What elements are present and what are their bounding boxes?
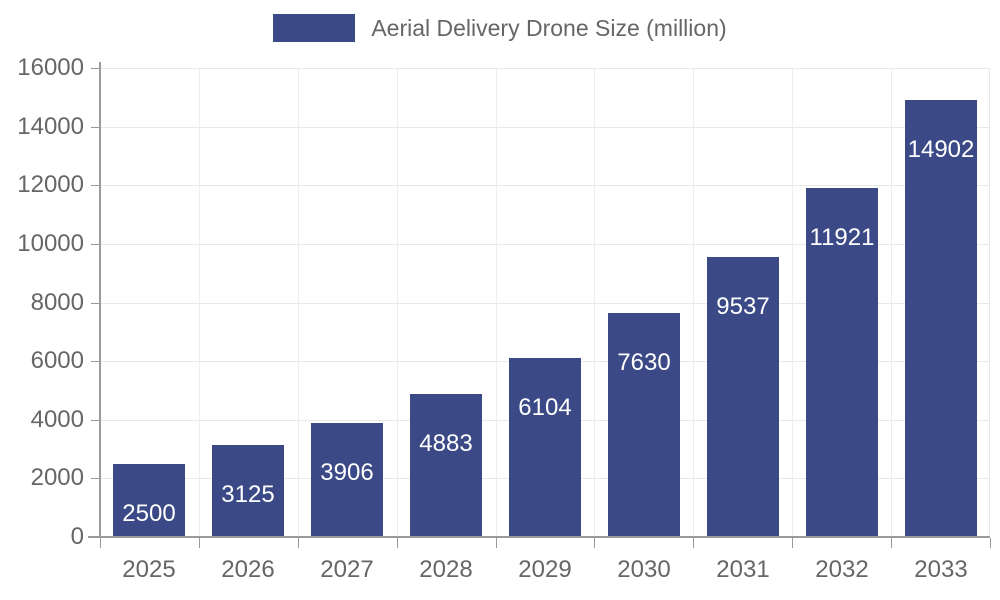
chart-legend: Aerial Delivery Drone Size (million) xyxy=(0,0,1000,56)
y-tick-label: 12000 xyxy=(17,171,84,198)
bar[interactable] xyxy=(212,445,284,537)
plot-area: 2500 3125 3906 4883 6104 7630 9537 11921 14902 xyxy=(100,68,990,538)
gridline-vertical xyxy=(199,68,200,537)
gridline-vertical xyxy=(891,68,892,537)
x-tick-mark xyxy=(496,538,497,548)
y-tick-label: 10000 xyxy=(17,230,84,257)
x-tick-label: 2029 xyxy=(518,556,572,583)
y-tick-mark xyxy=(91,244,100,245)
x-axis-line xyxy=(88,536,990,538)
gridline xyxy=(100,185,990,186)
y-tick-label: 16000 xyxy=(17,54,84,81)
bar[interactable] xyxy=(410,394,482,537)
gridline xyxy=(100,127,990,128)
x-tick-label: 2031 xyxy=(716,556,770,583)
y-tick-label: 6000 xyxy=(30,347,84,374)
gridline xyxy=(100,244,990,245)
x-tick-mark xyxy=(891,538,892,548)
x-tick-mark xyxy=(792,538,793,548)
y-tick-mark xyxy=(91,537,100,538)
gridline-vertical xyxy=(792,68,793,537)
y-tick-mark xyxy=(91,68,100,69)
bar[interactable] xyxy=(707,257,779,537)
y-tick-mark xyxy=(91,361,100,362)
y-tick-label: 0 xyxy=(70,523,84,550)
x-tick-mark xyxy=(199,538,200,548)
bar[interactable] xyxy=(311,423,383,537)
gridline-vertical xyxy=(397,68,398,537)
gridline-vertical xyxy=(594,68,595,537)
x-tick-label: 2033 xyxy=(914,556,968,583)
x-tick-mark xyxy=(298,538,299,548)
x-tick-mark xyxy=(397,538,398,548)
bar[interactable] xyxy=(608,313,680,537)
y-tick-label: 8000 xyxy=(30,289,84,316)
y-tick-label: 14000 xyxy=(17,113,84,140)
gridline-vertical xyxy=(298,68,299,537)
bar-value-label: 4883 xyxy=(419,430,473,457)
x-tick-label: 2027 xyxy=(320,556,374,583)
bar-value-label: 6104 xyxy=(518,394,572,421)
y-tick-mark xyxy=(91,303,100,304)
y-tick-label: 4000 xyxy=(30,406,84,433)
x-tick-mark xyxy=(594,538,595,548)
bar-value-label: 3906 xyxy=(320,459,374,486)
bar-value-label: 3125 xyxy=(221,481,275,508)
bar-value-label: 2500 xyxy=(122,500,176,527)
bar-value-label: 7630 xyxy=(617,349,671,376)
bar[interactable] xyxy=(905,100,977,537)
legend-label: Aerial Delivery Drone Size (million) xyxy=(371,14,727,41)
gridline xyxy=(100,68,990,69)
y-tick-mark xyxy=(91,478,100,479)
x-tick-mark xyxy=(693,538,694,548)
x-tick-mark xyxy=(100,538,101,548)
x-tick-mark xyxy=(990,538,991,548)
gridline xyxy=(100,303,990,304)
x-tick-label: 2030 xyxy=(617,556,671,583)
x-tick-label: 2025 xyxy=(122,556,176,583)
plot-right-edge xyxy=(989,68,990,537)
y-tick-mark xyxy=(91,127,100,128)
legend-color-swatch xyxy=(273,14,356,42)
bar[interactable] xyxy=(509,358,581,537)
bar-value-label: 14902 xyxy=(907,136,975,163)
y-tick-mark xyxy=(91,185,100,186)
y-tick-mark xyxy=(91,420,100,421)
bar[interactable] xyxy=(113,464,185,537)
bar-value-label: 11921 xyxy=(809,224,875,251)
y-tick-label: 2000 xyxy=(30,464,84,491)
bar-value-label: 9537 xyxy=(716,293,770,320)
x-tick-label: 2026 xyxy=(221,556,275,583)
gridline-vertical xyxy=(496,68,497,537)
x-tick-label: 2028 xyxy=(419,556,473,583)
bar[interactable] xyxy=(806,188,878,537)
y-axis-line xyxy=(99,62,101,538)
gridline-vertical xyxy=(693,68,694,537)
x-tick-label: 2032 xyxy=(815,556,869,583)
